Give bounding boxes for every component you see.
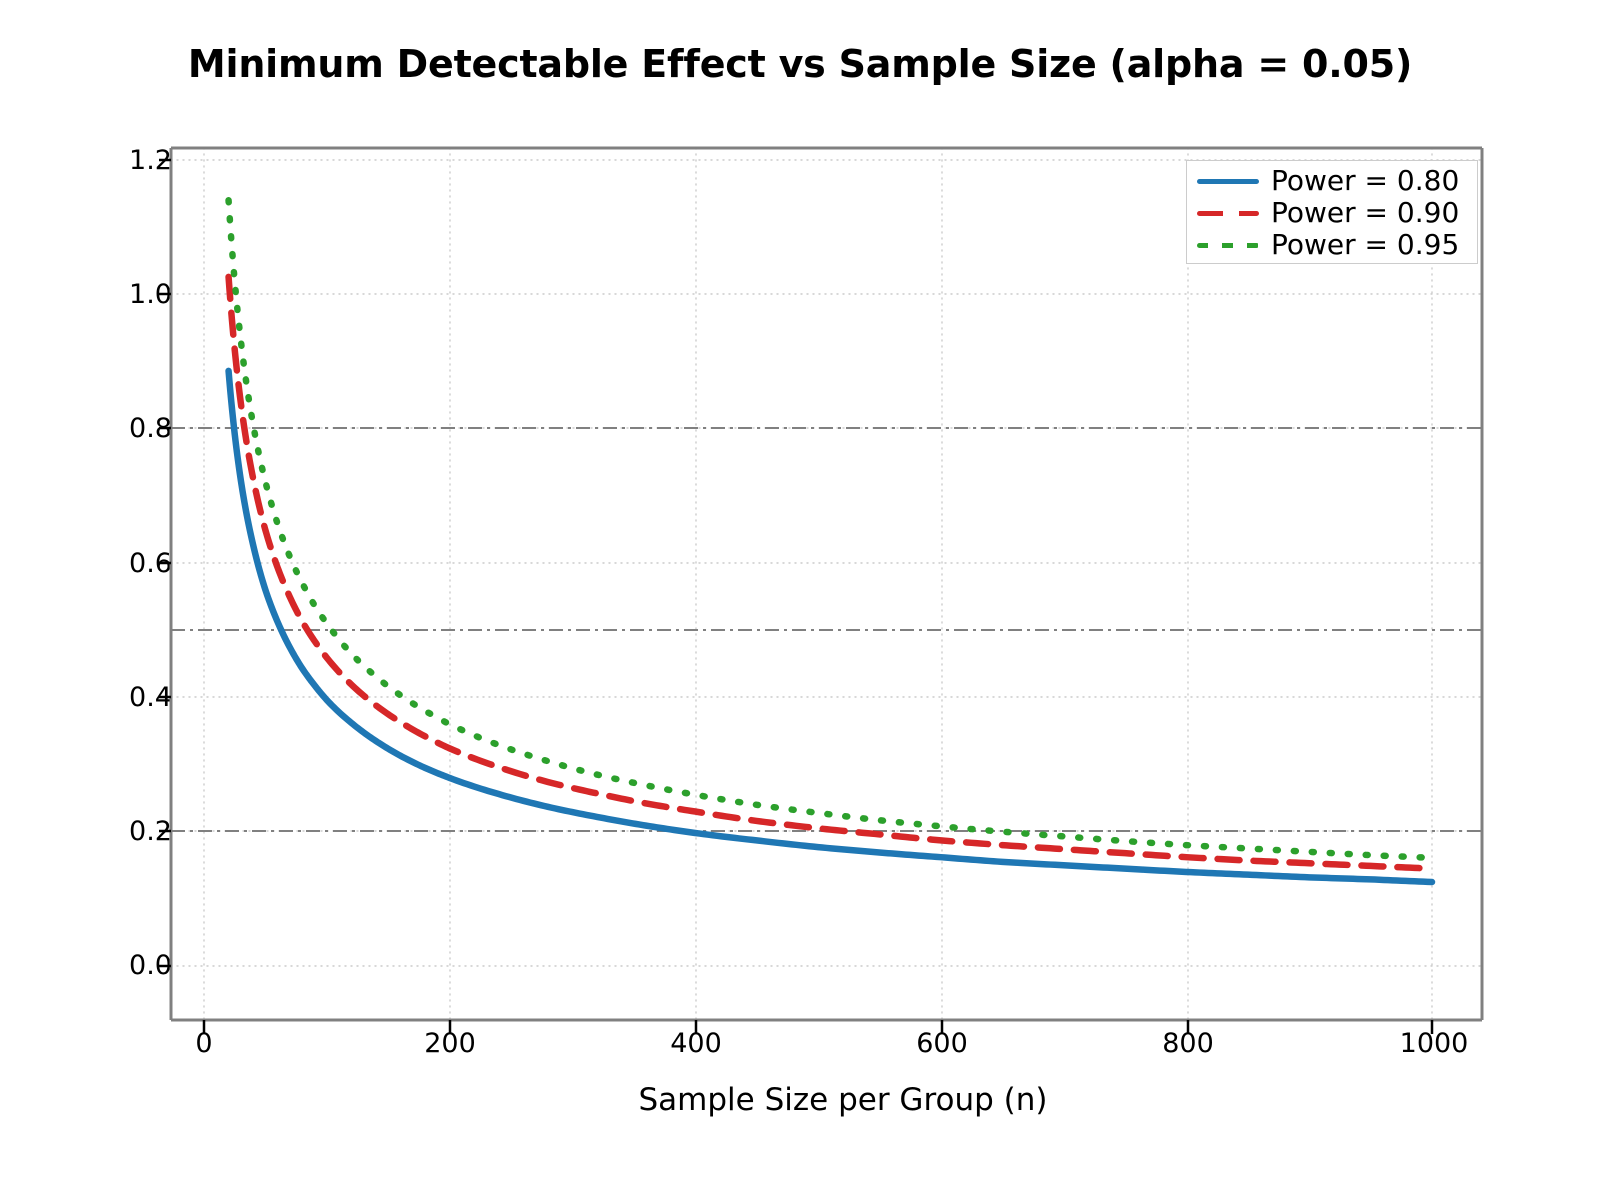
x-tick-label: 600 bbox=[916, 1028, 968, 1059]
legend-item-power-090[interactable]: Power = 0.90 bbox=[1187, 197, 1479, 229]
page-title: Minimum Detectable Effect vs Sample Size… bbox=[187, 42, 1413, 86]
legend: Power = 0.80 Power = 0.90 Power = 0.95 bbox=[1186, 160, 1478, 264]
legend-swatch-power-080 bbox=[1197, 179, 1259, 184]
x-tick-label: 400 bbox=[670, 1028, 722, 1059]
x-tick-label: 1000 bbox=[1399, 1028, 1469, 1059]
legend-label: Power = 0.80 bbox=[1271, 164, 1460, 197]
legend-item-power-080[interactable]: Power = 0.80 bbox=[1187, 165, 1479, 197]
series-line-power-090 bbox=[225, 273, 1436, 872]
series-line-power-095 bbox=[225, 197, 1436, 862]
x-tick-label: 200 bbox=[424, 1028, 476, 1059]
legend-label: Power = 0.95 bbox=[1271, 228, 1460, 261]
x-tick-label: 0 bbox=[195, 1028, 213, 1059]
tick-marks bbox=[159, 158, 1434, 1034]
data-curves bbox=[225, 197, 1436, 886]
legend-item-power-095[interactable]: Power = 0.95 bbox=[1187, 229, 1479, 261]
x-axis-label: Sample Size per Group (n) bbox=[638, 1082, 1048, 1118]
legend-swatch-power-095 bbox=[1197, 243, 1259, 248]
legend-swatch-power-090 bbox=[1197, 211, 1259, 216]
series-line-power-080 bbox=[225, 367, 1436, 886]
legend-label: Power = 0.90 bbox=[1271, 196, 1460, 229]
plot-background bbox=[171, 148, 1482, 1020]
x-tick-label: 800 bbox=[1162, 1028, 1214, 1059]
